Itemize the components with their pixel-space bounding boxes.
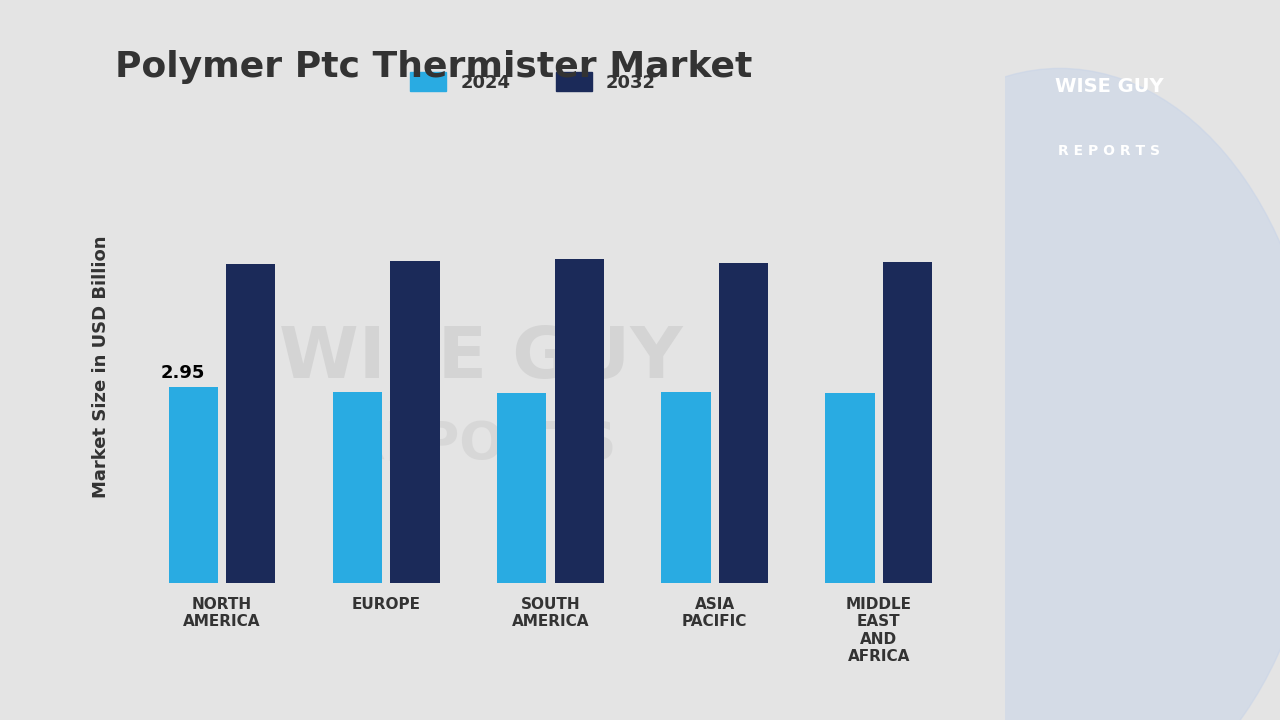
Bar <box>554 259 604 583</box>
Bar <box>883 262 932 583</box>
Bar <box>333 392 381 583</box>
Text: Polymer Ptc Thermister Market: Polymer Ptc Thermister Market <box>115 50 753 84</box>
Legend: 2024, 2032: 2024, 2032 <box>403 66 663 99</box>
Bar <box>497 393 547 583</box>
Y-axis label: Market Size in USD Billion: Market Size in USD Billion <box>92 236 110 498</box>
Text: WISE GUY: WISE GUY <box>1055 77 1164 96</box>
Bar <box>169 387 218 583</box>
Bar <box>826 393 874 583</box>
Ellipse shape <box>799 68 1280 720</box>
Bar <box>662 392 710 583</box>
Bar <box>227 264 275 583</box>
Text: 2.95: 2.95 <box>160 364 205 382</box>
Text: R E P O R T S: R E P O R T S <box>1059 144 1161 158</box>
Bar <box>719 263 768 583</box>
Text: REPORTS: REPORTS <box>344 419 617 471</box>
Text: WISE GUY: WISE GUY <box>279 324 682 393</box>
Bar <box>390 261 439 583</box>
